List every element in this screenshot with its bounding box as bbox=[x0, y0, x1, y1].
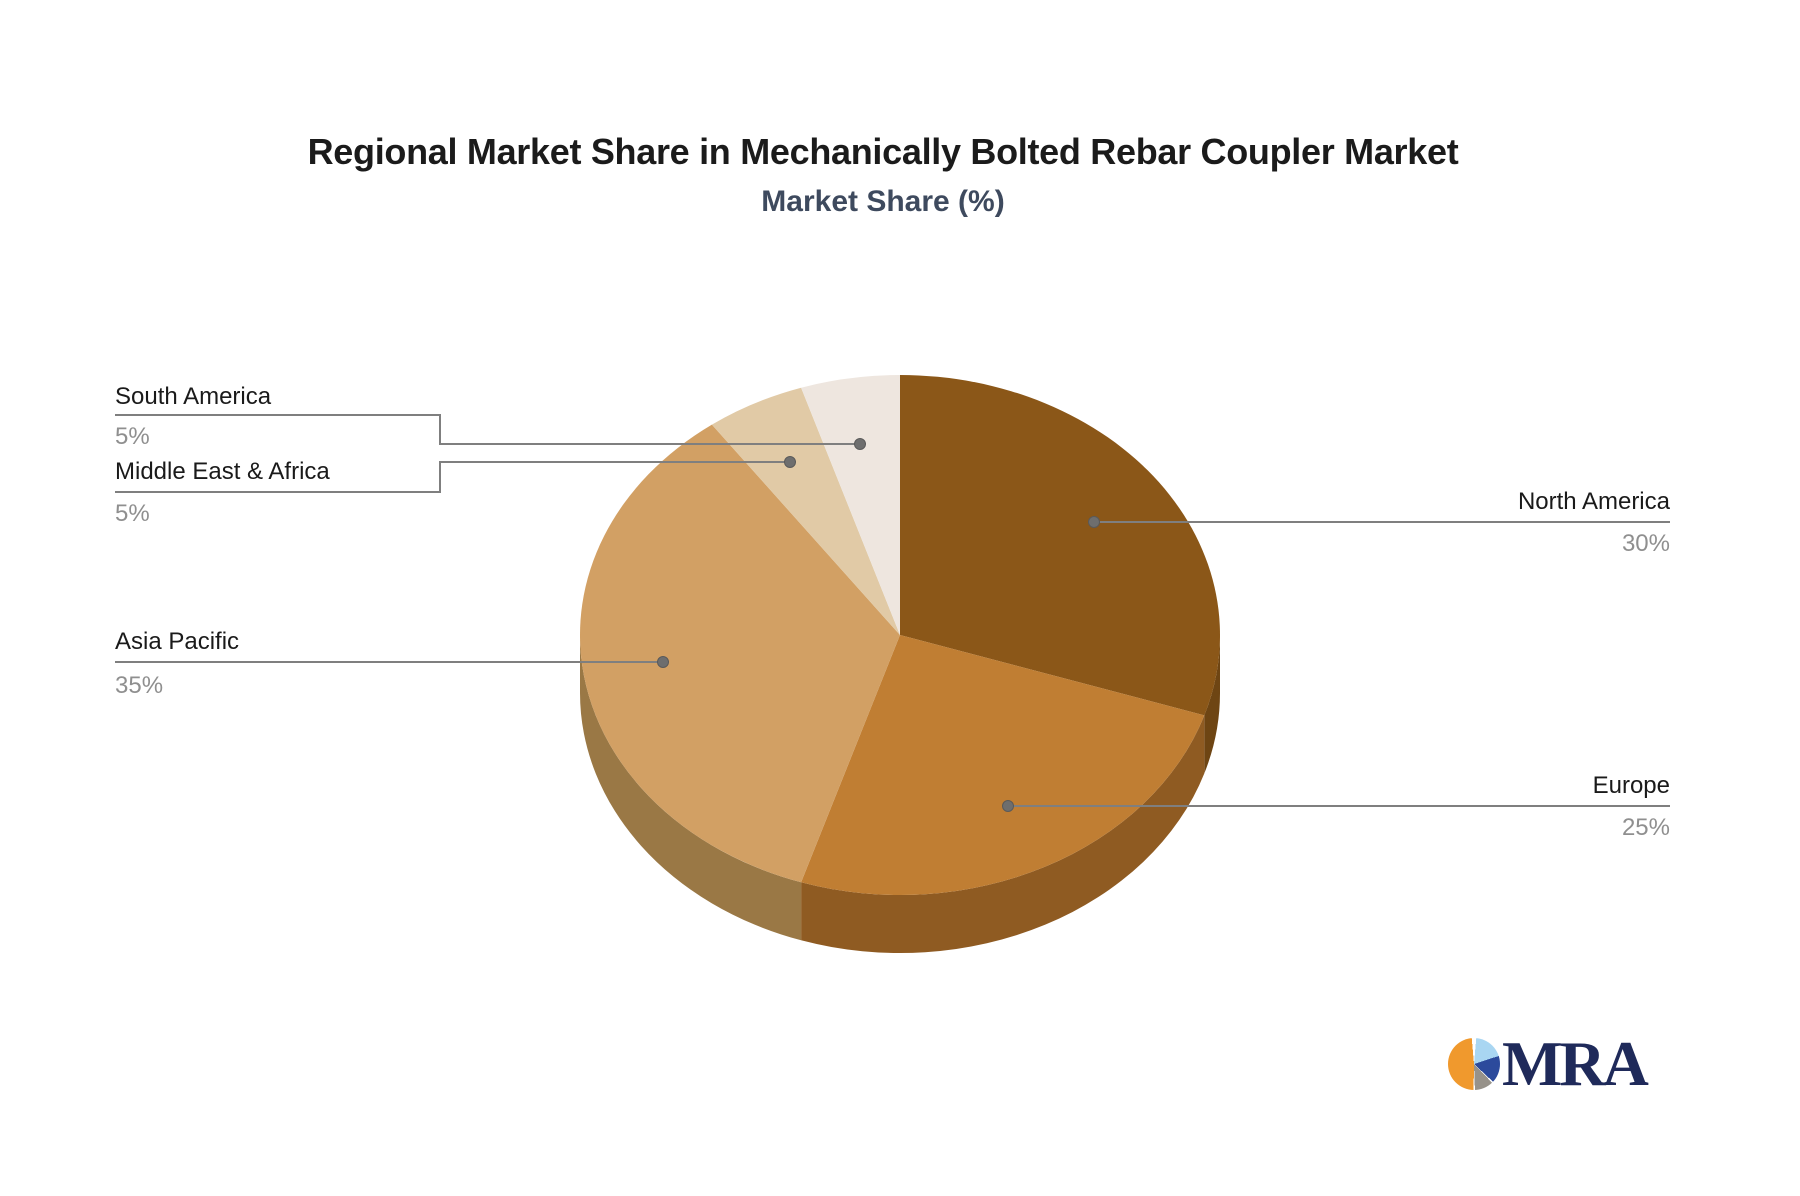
callout-europe: Europe bbox=[1593, 772, 1670, 800]
slice-label-asia-pacific: Asia Pacific bbox=[115, 628, 240, 655]
leader-line-middle-east-africa bbox=[115, 461, 790, 493]
callout-north-america-pct: 30% bbox=[1622, 530, 1670, 558]
slice-value-south-america: 5% bbox=[115, 423, 150, 450]
leader-dot-north-america bbox=[1088, 516, 1100, 528]
callout-middle-east-africa: Middle East & Africa bbox=[115, 458, 330, 486]
slice-value-europe: 25% bbox=[1621, 814, 1670, 841]
slice-label-north-america: North America bbox=[1517, 488, 1670, 515]
slice-label-middle-east-africa: Middle East & Africa bbox=[115, 458, 330, 485]
pie-slice-asia-pacific[interactable] bbox=[580, 424, 900, 883]
mra-logo-pie-icon bbox=[1448, 1038, 1500, 1090]
leader-dot-south-america bbox=[854, 438, 866, 450]
leader-dot-middle-east-africa bbox=[784, 456, 796, 468]
mra-logo: MRA bbox=[1448, 1028, 1649, 1099]
leader-dot-europe bbox=[1002, 800, 1014, 812]
pie-slice-side-asia-pacific bbox=[580, 635, 802, 941]
callout-asia-pacific-pct: 35% bbox=[115, 672, 163, 700]
pie-slice-side-europe bbox=[801, 715, 1205, 954]
leader-line-south-america bbox=[115, 414, 860, 445]
callout-south-america: South America bbox=[115, 383, 271, 411]
slice-value-middle-east-africa: 5% bbox=[115, 500, 150, 527]
slice-value-north-america: 30% bbox=[1621, 530, 1670, 557]
callout-north-america: North America bbox=[1518, 488, 1670, 516]
chart-subtitle: Market Share (%) bbox=[761, 185, 1005, 218]
pie-slice-side-north-america bbox=[1204, 635, 1220, 774]
callout-europe-pct: 25% bbox=[1622, 814, 1670, 842]
callout-south-america-pct: 5% bbox=[115, 423, 150, 451]
pie-slice-middle-east-africa[interactable] bbox=[711, 387, 900, 635]
chart-title: Regional Market Share in Mechanically Bo… bbox=[307, 131, 1459, 172]
leader-dot-asia-pacific bbox=[657, 656, 669, 668]
pie-slice-south-america[interactable] bbox=[801, 375, 900, 635]
callout-middle-east-africa-pct: 5% bbox=[115, 500, 150, 528]
slice-label-south-america: South America bbox=[115, 383, 272, 410]
slice-value-asia-pacific: 35% bbox=[115, 672, 164, 699]
pie-slice-north-america[interactable] bbox=[900, 375, 1221, 716]
callout-asia-pacific: Asia Pacific bbox=[115, 628, 239, 656]
slice-label-europe: Europe bbox=[1592, 772, 1670, 799]
pie-slice-europe[interactable] bbox=[801, 635, 1205, 895]
mra-logo-text: MRA bbox=[1502, 1028, 1649, 1099]
